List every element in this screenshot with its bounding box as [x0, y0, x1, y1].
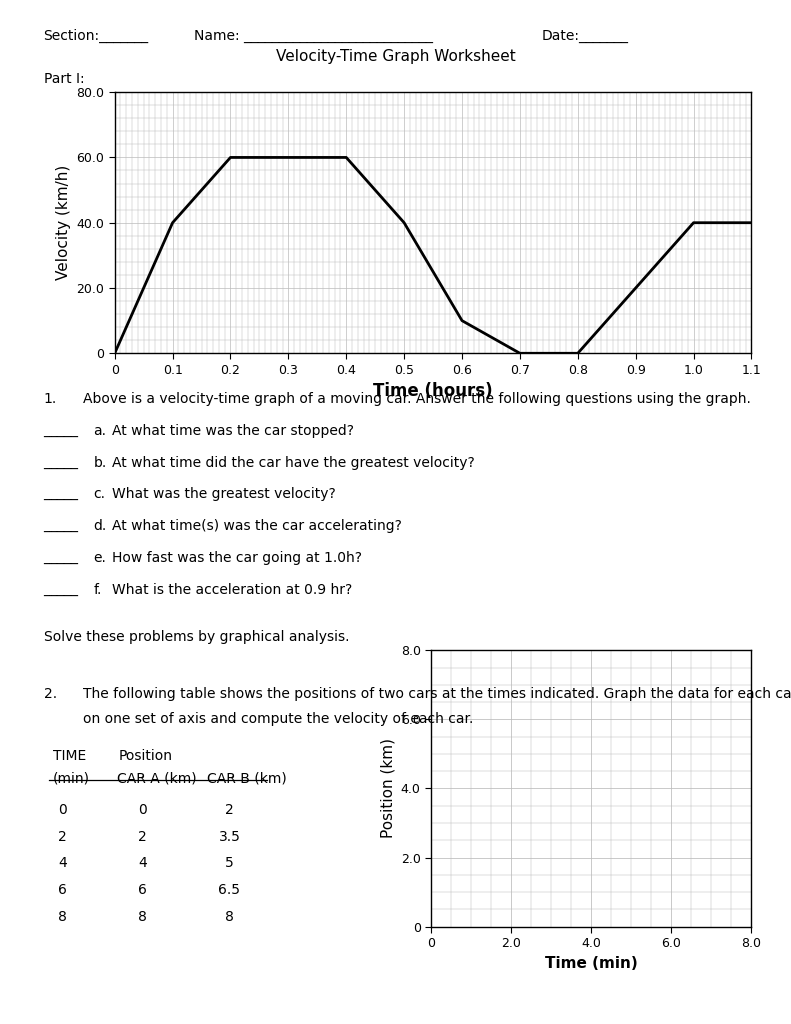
- Text: The following table shows the positions of two cars at the times indicated. Grap: The following table shows the positions …: [83, 687, 791, 701]
- Text: At what time(s) was the car accelerating?: At what time(s) was the car accelerating…: [112, 519, 402, 534]
- Text: TIME: TIME: [53, 749, 86, 763]
- X-axis label: Time (hours): Time (hours): [373, 382, 493, 400]
- Text: a.: a.: [93, 424, 106, 438]
- Text: _____: _____: [44, 424, 78, 438]
- Text: Solve these problems by graphical analysis.: Solve these problems by graphical analys…: [44, 630, 349, 644]
- Text: Part I:: Part I:: [44, 72, 84, 86]
- Text: CAR B (km): CAR B (km): [207, 771, 287, 785]
- Text: What is the acceleration at 0.9 hr?: What is the acceleration at 0.9 hr?: [112, 583, 353, 597]
- Text: 6.5: 6.5: [218, 883, 240, 897]
- Text: _____: _____: [44, 583, 78, 597]
- Text: 2: 2: [225, 803, 234, 817]
- Text: Section:_______: Section:_______: [44, 29, 149, 43]
- Text: 8: 8: [225, 909, 234, 924]
- Text: c.: c.: [93, 487, 105, 502]
- Text: 4: 4: [138, 856, 147, 870]
- Text: 0: 0: [138, 803, 147, 817]
- Text: 6: 6: [138, 883, 147, 897]
- Text: Position: Position: [119, 749, 172, 763]
- Text: d.: d.: [93, 519, 107, 534]
- Y-axis label: Velocity (km/h): Velocity (km/h): [55, 165, 70, 281]
- Text: (min): (min): [53, 771, 90, 785]
- Text: 1.: 1.: [44, 392, 57, 407]
- Text: At what time was the car stopped?: At what time was the car stopped?: [112, 424, 354, 438]
- Text: on one set of axis and compute the velocity of each car.: on one set of axis and compute the veloc…: [83, 712, 474, 726]
- Text: f.: f.: [93, 583, 102, 597]
- Text: b.: b.: [93, 456, 107, 470]
- Text: 5: 5: [225, 856, 234, 870]
- Text: _____: _____: [44, 551, 78, 565]
- Text: 8: 8: [138, 909, 147, 924]
- Text: Above is a velocity-time graph of a moving car. Answer the following questions u: Above is a velocity-time graph of a movi…: [83, 392, 751, 407]
- Text: 2.: 2.: [44, 687, 57, 701]
- Text: 3.5: 3.5: [218, 829, 240, 844]
- Text: _____: _____: [44, 456, 78, 470]
- Text: Name: ___________________________: Name: ___________________________: [194, 29, 433, 43]
- Text: 6: 6: [58, 883, 67, 897]
- Text: 0: 0: [58, 803, 67, 817]
- Text: e.: e.: [93, 551, 106, 565]
- Text: At what time did the car have the greatest velocity?: At what time did the car have the greate…: [112, 456, 475, 470]
- Text: _____: _____: [44, 519, 78, 534]
- Text: CAR A (km): CAR A (km): [117, 771, 197, 785]
- Text: Date:_______: Date:_______: [542, 29, 629, 43]
- Text: 4: 4: [58, 856, 67, 870]
- Text: _____: _____: [44, 487, 78, 502]
- Text: 8: 8: [58, 909, 67, 924]
- Text: 2: 2: [138, 829, 147, 844]
- Text: How fast was the car going at 1.0h?: How fast was the car going at 1.0h?: [112, 551, 362, 565]
- Text: Velocity-Time Graph Worksheet: Velocity-Time Graph Worksheet: [275, 49, 516, 65]
- Y-axis label: Position (km): Position (km): [380, 738, 396, 839]
- Text: 2: 2: [58, 829, 67, 844]
- X-axis label: Time (min): Time (min): [545, 955, 638, 971]
- Text: What was the greatest velocity?: What was the greatest velocity?: [112, 487, 336, 502]
